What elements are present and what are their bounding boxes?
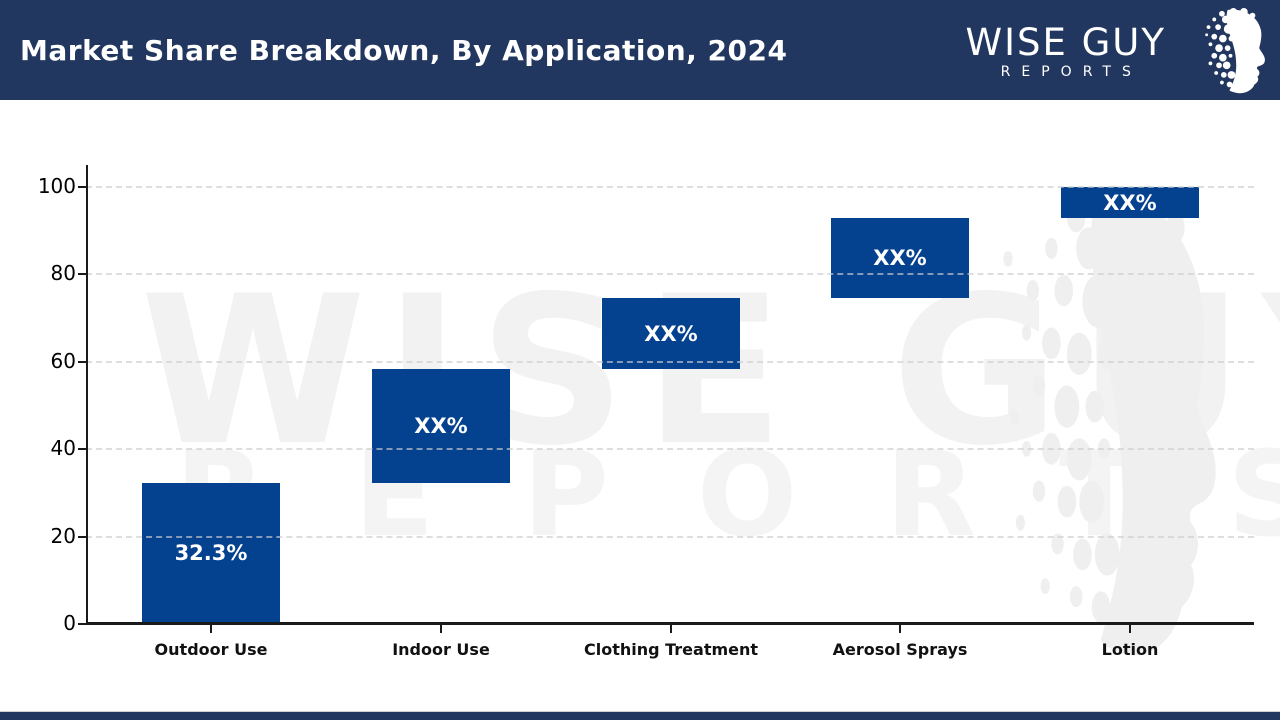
gridline: [86, 448, 1254, 451]
brand-head-icon: [1205, 8, 1265, 94]
bar-value-label: XX%: [644, 321, 698, 346]
bar-segment: XX%: [831, 218, 969, 299]
footer-bar: [0, 711, 1280, 720]
y-axis-tick: [78, 186, 86, 188]
y-axis-tick: [78, 448, 86, 451]
bar-value-label: XX%: [873, 246, 927, 271]
bar-value-label: XX%: [414, 414, 468, 439]
brand-logo: WISE GUY REPORTS: [966, 6, 1270, 96]
header: Market Share Breakdown, By Application, …: [0, 0, 1280, 100]
y-axis-tick: [78, 273, 86, 276]
gridline: [86, 535, 1254, 538]
bar-segment: XX%: [602, 298, 740, 370]
y-axis-tick-label: 20: [50, 523, 76, 548]
page-title: Market Share Breakdown, By Application, …: [20, 34, 788, 67]
x-axis-category-label: Outdoor Use: [154, 640, 268, 659]
x-axis-tick: [670, 625, 672, 633]
bar-segment: XX%: [372, 369, 510, 483]
y-axis-tick-label: 0: [63, 611, 76, 635]
brand-logo-text: WISE GUY REPORTS: [966, 24, 1166, 79]
gridline: [86, 273, 1254, 276]
y-axis-tick: [78, 535, 86, 538]
x-axis-tick: [899, 625, 901, 633]
y-axis-tick: [78, 360, 86, 363]
y-axis-tick-label: 80: [50, 261, 76, 286]
bar-segment: 32.3%: [142, 482, 280, 624]
gridline: [86, 186, 1254, 188]
y-axis-tick: [78, 623, 86, 625]
bar-value-label: 32.3%: [174, 541, 248, 566]
x-axis-category-label: Lotion: [1101, 640, 1159, 659]
y-axis-line: [86, 165, 88, 624]
x-axis-category-label: Clothing Treatment: [583, 640, 759, 659]
x-axis-tick: [210, 625, 212, 633]
x-axis-line: [86, 622, 1254, 625]
bar-segment: XX%: [1061, 187, 1199, 219]
y-axis-tick-label: 60: [50, 348, 76, 373]
y-axis-tick-label: 100: [37, 174, 76, 198]
gridline: [86, 360, 1254, 363]
bar-value-label: XX%: [1103, 190, 1157, 215]
x-axis-category-label: Aerosol Sprays: [832, 640, 968, 659]
y-axis-tick-label: 40: [50, 436, 76, 461]
brand-subname: REPORTS: [1000, 63, 1142, 80]
brand-name: WISE GUY: [965, 20, 1166, 64]
x-axis-category-label: Indoor Use: [392, 640, 490, 659]
x-axis-tick: [440, 625, 442, 633]
x-axis-tick: [1129, 625, 1131, 633]
